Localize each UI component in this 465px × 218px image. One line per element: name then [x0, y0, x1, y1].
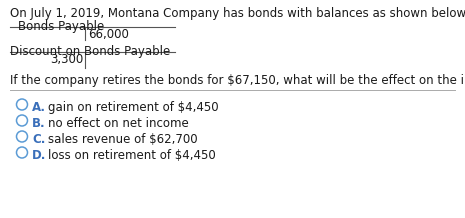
Text: B.: B. — [32, 117, 46, 130]
Text: If the company retires the bonds for $67,150, what will be the effect on the inc: If the company retires the bonds for $67… — [10, 74, 465, 87]
Text: no effect on net income: no effect on net income — [48, 117, 189, 130]
Text: Bonds Payable: Bonds Payable — [18, 20, 104, 33]
Text: Discount on Bonds Payable: Discount on Bonds Payable — [10, 45, 170, 58]
Text: 66,000: 66,000 — [88, 28, 129, 41]
Text: 3,300: 3,300 — [50, 53, 83, 66]
Text: A.: A. — [32, 101, 46, 114]
Text: sales revenue of $62,700: sales revenue of $62,700 — [48, 133, 198, 146]
Text: gain on retirement of $4,450: gain on retirement of $4,450 — [48, 101, 219, 114]
Text: D.: D. — [32, 149, 46, 162]
Text: loss on retirement of $4,450: loss on retirement of $4,450 — [48, 149, 216, 162]
Text: On July 1, 2019, Montana Company has bonds with balances as shown below.: On July 1, 2019, Montana Company has bon… — [10, 7, 465, 20]
Text: C.: C. — [32, 133, 46, 146]
